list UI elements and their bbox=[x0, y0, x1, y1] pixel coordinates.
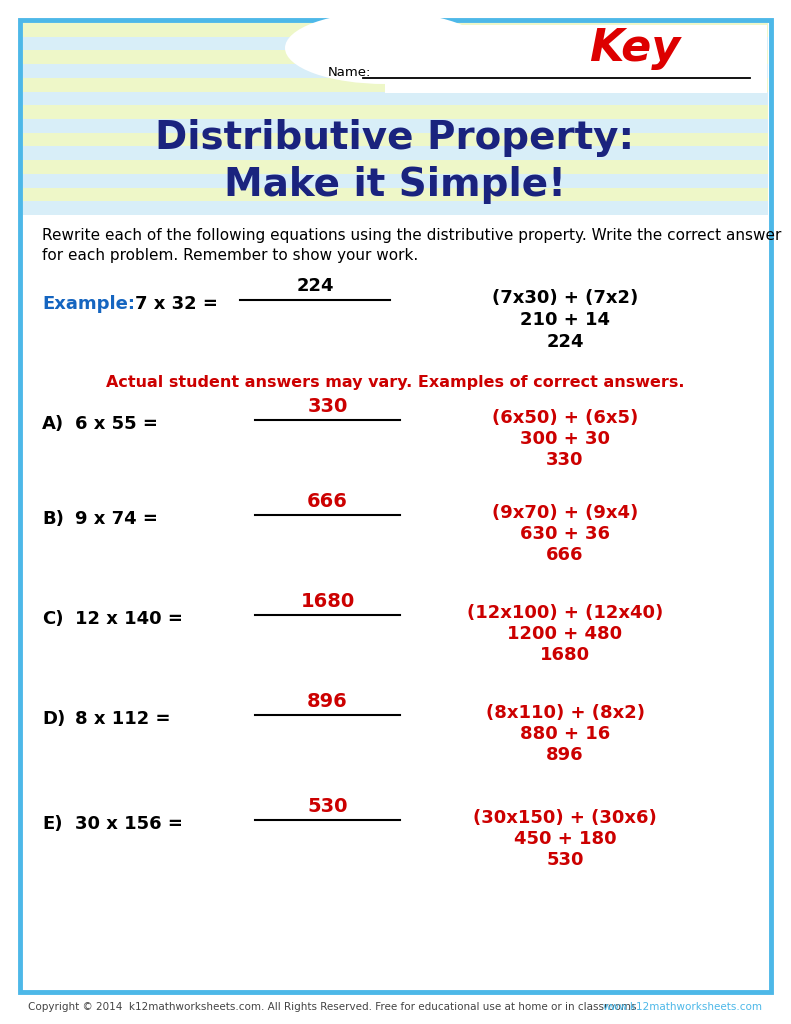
Text: Distributive Property:: Distributive Property: bbox=[156, 119, 634, 157]
Text: 224: 224 bbox=[297, 278, 334, 295]
Text: Make it Simple!: Make it Simple! bbox=[224, 166, 566, 204]
Text: 30 x 156 =: 30 x 156 = bbox=[75, 815, 189, 833]
Text: Key: Key bbox=[589, 27, 680, 70]
Text: Name:: Name: bbox=[328, 66, 372, 79]
Text: 1680: 1680 bbox=[301, 592, 354, 611]
Bar bbox=[23, 105, 768, 119]
Bar bbox=[23, 174, 768, 187]
Ellipse shape bbox=[285, 12, 485, 84]
Bar bbox=[23, 65, 768, 78]
Text: Rewrite each of the following equations using the distributive property. Write t: Rewrite each of the following equations … bbox=[42, 228, 782, 243]
Bar bbox=[23, 91, 768, 105]
Bar bbox=[23, 37, 768, 50]
Text: 1680: 1680 bbox=[540, 646, 590, 664]
Text: 7 x 32 =: 7 x 32 = bbox=[135, 295, 224, 313]
Text: 224: 224 bbox=[547, 333, 584, 351]
Bar bbox=[385, 25, 767, 93]
Text: 300 + 30: 300 + 30 bbox=[520, 430, 610, 449]
Text: 896: 896 bbox=[547, 746, 584, 764]
Text: Copyright © 2014  k12mathworksheets.com. All Rights Reserved. Free for education: Copyright © 2014 k12mathworksheets.com. … bbox=[28, 1002, 640, 1012]
Text: 880 + 16: 880 + 16 bbox=[520, 725, 610, 743]
Text: 12 x 140 =: 12 x 140 = bbox=[75, 610, 189, 628]
Bar bbox=[23, 146, 768, 160]
Bar bbox=[23, 133, 768, 146]
Text: (30x150) + (30x6): (30x150) + (30x6) bbox=[473, 809, 657, 827]
Text: D): D) bbox=[42, 710, 65, 728]
Text: 630 + 36: 630 + 36 bbox=[520, 525, 610, 543]
Text: 896: 896 bbox=[307, 692, 348, 711]
Text: 6 x 55 =: 6 x 55 = bbox=[75, 415, 164, 433]
Text: 450 + 180: 450 + 180 bbox=[513, 830, 616, 848]
Text: (6x50) + (6x5): (6x50) + (6x5) bbox=[492, 409, 638, 427]
Bar bbox=[23, 202, 768, 215]
Bar bbox=[23, 78, 768, 91]
Text: 9 x 74 =: 9 x 74 = bbox=[75, 510, 164, 528]
Text: Example:: Example: bbox=[42, 295, 135, 313]
Bar bbox=[23, 119, 768, 133]
Text: 666: 666 bbox=[547, 546, 584, 564]
Text: (12x100) + (12x40): (12x100) + (12x40) bbox=[467, 604, 663, 622]
Text: Actual student answers may vary. Examples of correct answers.: Actual student answers may vary. Example… bbox=[106, 375, 684, 390]
Text: 330: 330 bbox=[547, 451, 584, 469]
Text: 210 + 14: 210 + 14 bbox=[520, 311, 610, 329]
Bar bbox=[23, 50, 768, 65]
Text: 1200 + 480: 1200 + 480 bbox=[508, 625, 623, 643]
Text: C): C) bbox=[42, 610, 63, 628]
Bar bbox=[23, 187, 768, 202]
Text: 8 x 112 =: 8 x 112 = bbox=[75, 710, 176, 728]
Text: 530: 530 bbox=[547, 851, 584, 869]
Text: for each problem. Remember to show your work.: for each problem. Remember to show your … bbox=[42, 248, 418, 263]
Bar bbox=[23, 23, 768, 37]
Text: A): A) bbox=[42, 415, 64, 433]
Text: www.k12mathworksheets.com: www.k12mathworksheets.com bbox=[603, 1002, 763, 1012]
Text: (7x30) + (7x2): (7x30) + (7x2) bbox=[492, 289, 638, 307]
Bar bbox=[23, 160, 768, 174]
Text: (8x110) + (8x2): (8x110) + (8x2) bbox=[486, 705, 645, 722]
Text: B): B) bbox=[42, 510, 64, 528]
Text: (9x70) + (9x4): (9x70) + (9x4) bbox=[492, 504, 638, 522]
Text: E): E) bbox=[42, 815, 62, 833]
Text: 666: 666 bbox=[307, 492, 348, 511]
Text: 530: 530 bbox=[307, 797, 348, 816]
Text: 330: 330 bbox=[308, 397, 348, 416]
